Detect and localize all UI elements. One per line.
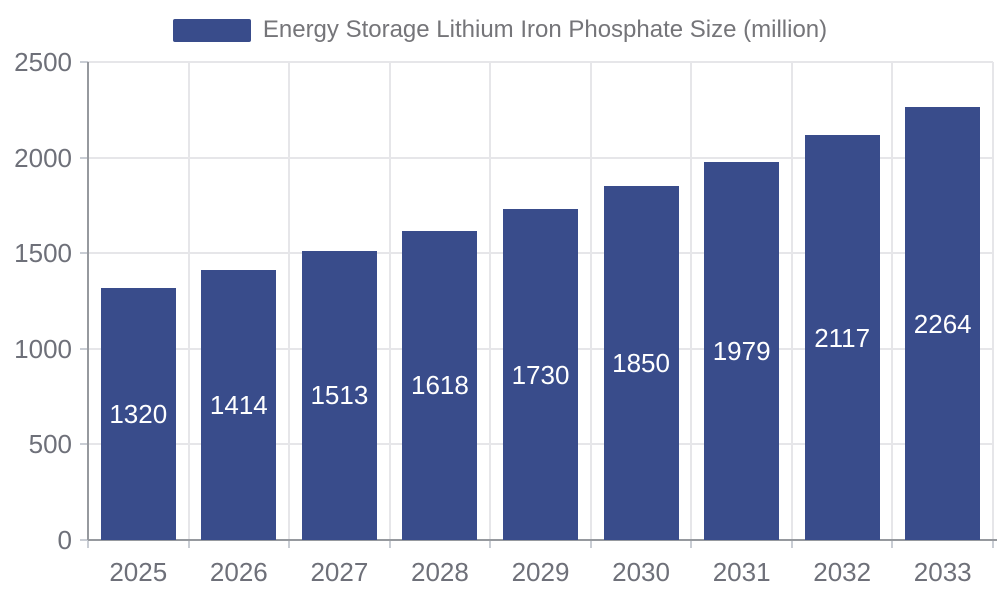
bar-2027[interactable]: 1513 <box>301 250 377 540</box>
h-gridline <box>88 156 993 159</box>
x-tick-label: 2029 <box>511 557 570 587</box>
bar-2031[interactable]: 1979 <box>704 161 780 540</box>
bar-2025[interactable]: 1320 <box>100 287 176 540</box>
v-gridline <box>288 62 291 540</box>
y-tick-label: 2000 <box>14 142 72 173</box>
x-axis-tick <box>388 540 391 548</box>
x-tick-label: 2028 <box>411 557 469 587</box>
v-gridline <box>589 62 592 540</box>
legend[interactable]: Energy Storage Lithium Iron Phosphate Si… <box>0 16 1000 44</box>
y-axis-tick <box>80 347 88 350</box>
v-gridline <box>690 62 693 540</box>
y-axis-tick <box>80 443 88 446</box>
bar-value-label: 1979 <box>712 335 771 366</box>
bar-value-label: 1513 <box>310 380 369 411</box>
x-axis-tick <box>690 540 693 548</box>
x-axis-tick <box>288 540 291 548</box>
y-tick-label: 500 <box>28 429 72 460</box>
y-tick-label: 1500 <box>14 238 72 269</box>
bar-2033[interactable]: 2264 <box>905 107 981 540</box>
x-tick-label: 2025 <box>109 557 168 587</box>
bar-2032[interactable]: 2117 <box>804 135 880 540</box>
y-tick-label: 1000 <box>14 333 72 364</box>
x-tick-label: 2027 <box>310 557 369 587</box>
bar-value-label: 1730 <box>511 359 570 390</box>
v-gridline <box>388 62 391 540</box>
bar-2029[interactable]: 1730 <box>503 209 578 540</box>
legend-label: Energy Storage Lithium Iron Phosphate Si… <box>262 16 828 43</box>
bar-2028[interactable]: 1618 <box>402 230 478 540</box>
bar-value-label: 1414 <box>209 389 268 420</box>
x-tick-label: 2031 <box>712 557 771 587</box>
bar-2026[interactable]: 1414 <box>201 269 277 540</box>
bar-value-label: 2117 <box>814 322 871 353</box>
y-tick-label: 0 <box>57 525 72 555</box>
v-gridline <box>489 62 492 540</box>
x-axis-tick <box>187 540 190 548</box>
x-axis-tick <box>790 540 793 548</box>
y-axis-tick <box>80 61 88 63</box>
x-tick-label: 2032 <box>813 557 872 587</box>
x-axis-line <box>88 539 997 541</box>
x-axis-tick <box>87 540 89 548</box>
y-axis-tick <box>80 156 88 159</box>
bar-value-label: 1320 <box>109 398 168 429</box>
y-tick-label: 2500 <box>14 47 72 77</box>
v-gridline <box>891 62 894 540</box>
y-axis-line <box>87 62 89 540</box>
x-axis-tick <box>891 540 894 548</box>
legend-swatch-icon <box>172 18 251 42</box>
x-tick-label: 2033 <box>913 557 972 587</box>
x-axis-tick <box>589 540 592 548</box>
x-axis-tick <box>489 540 492 548</box>
v-gridline <box>187 62 190 540</box>
x-tick-label: 2026 <box>209 557 268 587</box>
v-gridline <box>790 62 793 540</box>
y-axis-tick <box>80 539 88 541</box>
bar-value-label: 2264 <box>913 308 972 339</box>
y-axis-tick <box>80 252 88 255</box>
bar-value-label: 1618 <box>411 370 469 401</box>
x-tick-label: 2030 <box>612 557 670 587</box>
x-axis-tick <box>992 540 994 548</box>
v-gridline <box>992 62 994 540</box>
bar-value-label: 1850 <box>612 348 670 379</box>
h-gridline <box>88 61 993 63</box>
bar-2030[interactable]: 1850 <box>603 186 679 540</box>
